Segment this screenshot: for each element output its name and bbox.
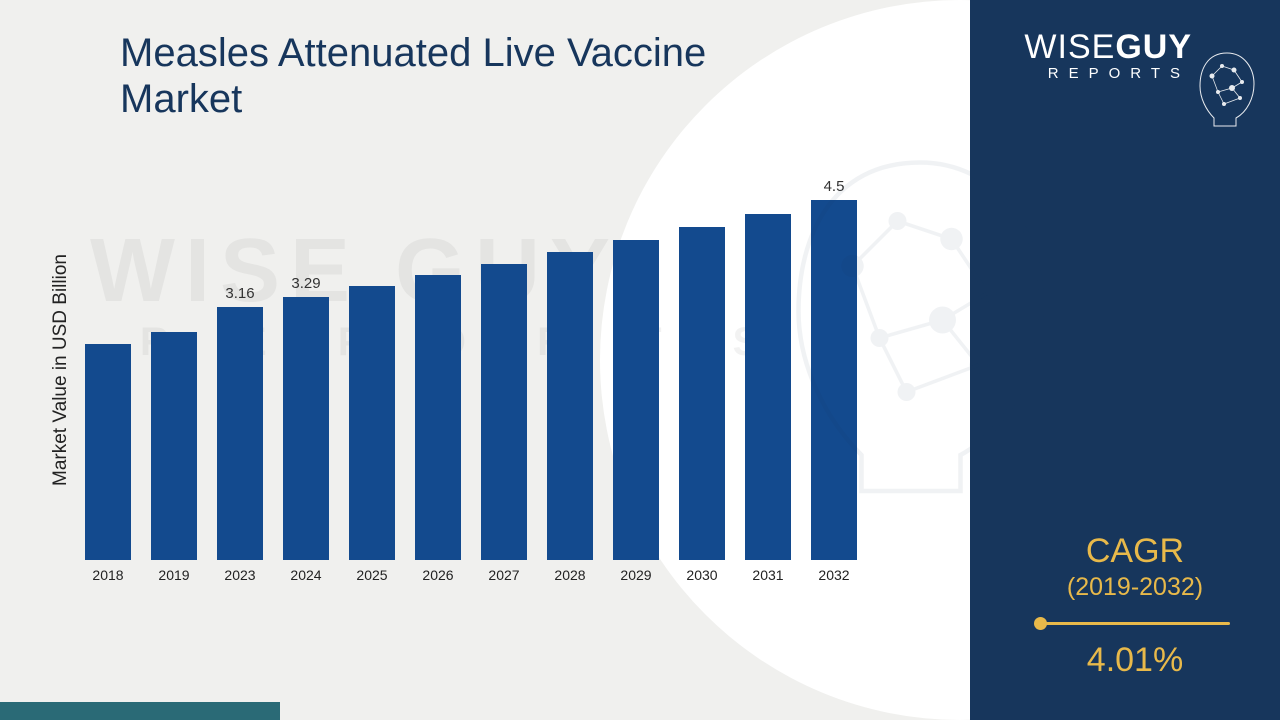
bar-2025: 2025 (349, 286, 395, 560)
bar-2024: 3.292024 (283, 297, 329, 560)
bar-rect (151, 332, 197, 560)
bottom-accent-bar (0, 702, 280, 720)
x-tick-label: 2031 (738, 567, 798, 583)
bar-2028: 2028 (547, 252, 593, 560)
cagr-title: CAGR (990, 532, 1280, 571)
bar-rect (613, 240, 659, 560)
bar-value-label: 3.29 (283, 275, 329, 292)
logo-text-sub: REPORTS (922, 65, 1190, 82)
bar-rect (745, 214, 791, 560)
bar-rect (85, 344, 131, 560)
x-tick-label: 2025 (342, 567, 402, 583)
x-tick-label: 2019 (144, 567, 204, 583)
bar-rect (547, 252, 593, 560)
bar-rect (349, 286, 395, 560)
bar-2018: 2018 (85, 344, 131, 560)
logo-word-2: GUY (1115, 28, 1192, 66)
bar-value-label: 3.16 (217, 285, 263, 302)
bar-value-label: 4.5 (811, 178, 857, 195)
y-axis-label-container: Market Value in USD Billion (50, 0, 74, 170)
x-tick-label: 2029 (606, 567, 666, 583)
bar-rect (679, 227, 725, 560)
x-tick-label: 2030 (672, 567, 732, 583)
x-tick-label: 2018 (78, 567, 138, 583)
bar-rect (481, 264, 527, 560)
bar-2032: 4.52032 (811, 200, 857, 560)
chart-title: Measles Attenuated Live Vaccine Market (120, 30, 780, 122)
x-tick-label: 2032 (804, 567, 864, 583)
bar-2019: 2019 (151, 332, 197, 560)
bars-container: 2018 2019 3.162023 3.292024 2025 2026 2027 2028… (85, 160, 885, 560)
brand-logo: WISEGUY REPORTS (982, 28, 1252, 108)
cagr-block: CAGR (2019-2032) 4.01% (990, 532, 1280, 680)
y-axis-label: Market Value in USD Billion (50, 170, 72, 570)
bar-2031: 2031 (745, 214, 791, 560)
page-root: WISE GUY R E P O R T S Measles Attenuate… (0, 0, 1280, 720)
x-tick-label: 2024 (276, 567, 336, 583)
cagr-divider-line (1040, 622, 1230, 625)
bar-2030: 2030 (679, 227, 725, 560)
x-tick-label: 2026 (408, 567, 468, 583)
x-tick-label: 2027 (474, 567, 534, 583)
logo-text-main: WISEGUY (922, 28, 1192, 67)
bar-rect (217, 307, 263, 560)
bar-2029: 2029 (613, 240, 659, 560)
cagr-period: (2019-2032) (990, 573, 1280, 602)
bar-rect (415, 275, 461, 560)
bar-2026: 2026 (415, 275, 461, 560)
x-tick-label: 2023 (210, 567, 270, 583)
bar-rect (811, 200, 857, 560)
head-icon (1192, 48, 1262, 128)
bar-rect (283, 297, 329, 560)
x-tick-label: 2028 (540, 567, 600, 583)
cagr-value: 4.01% (990, 641, 1280, 680)
bar-2027: 2027 (481, 264, 527, 560)
bar-chart: 2018 2019 3.162023 3.292024 2025 2026 2027 2028… (85, 160, 885, 560)
bar-2023: 3.162023 (217, 307, 263, 560)
logo-word-1: WISE (1024, 28, 1115, 66)
